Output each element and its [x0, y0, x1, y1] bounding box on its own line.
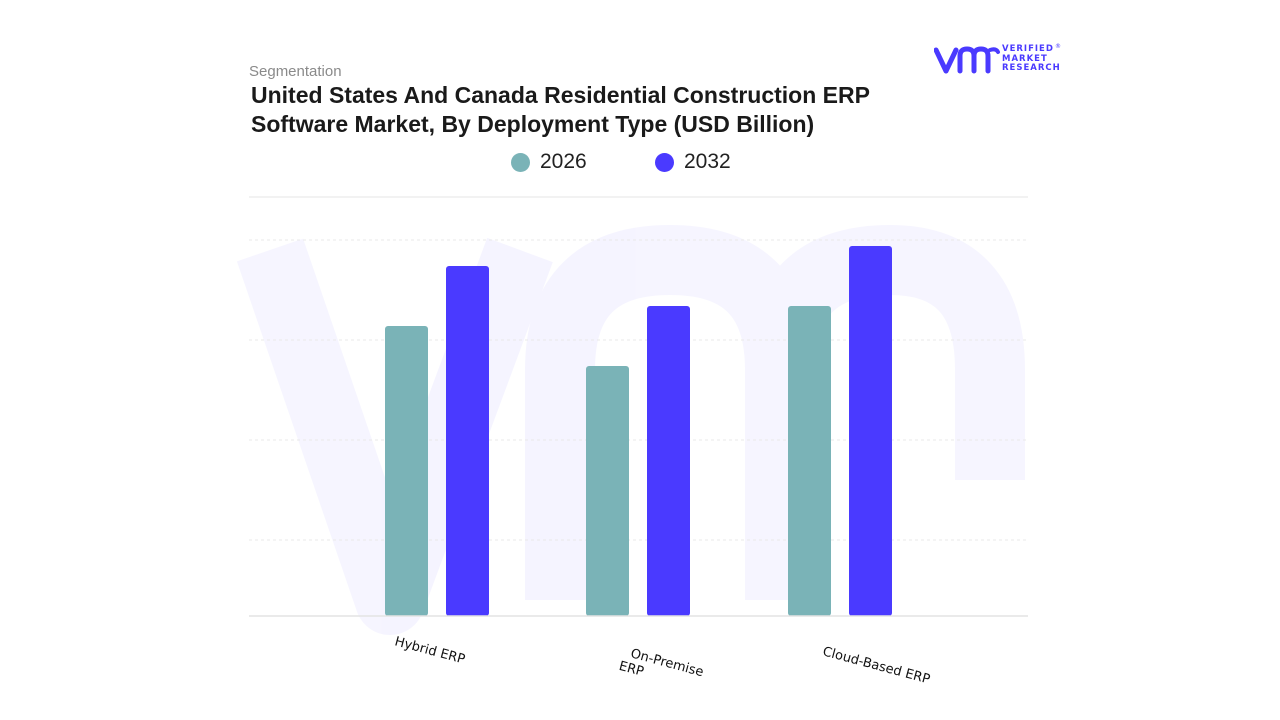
x-tick-label: Cloud-Based ERP — [821, 644, 932, 687]
bar-2026-hybrid-erp — [385, 326, 428, 616]
brand-wordmark: VERIFIED MARKET RESEARCH — [1002, 44, 1061, 74]
bar-2032-hybrid-erp — [446, 266, 489, 616]
grid-lines — [249, 239, 1028, 541]
chart-title: United States And Canada Residential Con… — [251, 82, 870, 137]
brand-line-1: VERIFIED — [1002, 44, 1054, 54]
bar-2032-on-premise-erp — [647, 306, 690, 616]
x-tick-label: On-PremiseERP — [617, 644, 705, 694]
bar-2026-cloud-based-erp — [788, 306, 831, 616]
bars — [385, 246, 892, 616]
bar-2026-on-premise-erp — [586, 366, 629, 616]
legend-swatch-2026 — [511, 152, 530, 172]
legend-item-2026: 2026 — [511, 149, 587, 175]
x-tick-labels: Hybrid ERP On-PremiseERP Cloud-Based ERP — [393, 634, 932, 694]
registered-mark: ® — [1055, 43, 1061, 50]
x-tick-label: Hybrid ERP — [393, 634, 467, 667]
x-tick-label-line: ERP — [617, 659, 645, 680]
bar-2032-cloud-based-erp — [849, 246, 892, 616]
legend-swatch-2032 — [655, 152, 674, 172]
brand-line-3: RESEARCH — [1002, 63, 1061, 73]
legend-label-2026: 2026 — [540, 150, 587, 173]
legend-item-2032: 2032 — [655, 149, 731, 175]
legend-label-2032: 2032 — [684, 150, 731, 173]
segment-label: Segmentation — [249, 63, 342, 80]
brand-line-2: MARKET — [1002, 53, 1048, 64]
vmr-logo-icon — [934, 46, 1000, 74]
